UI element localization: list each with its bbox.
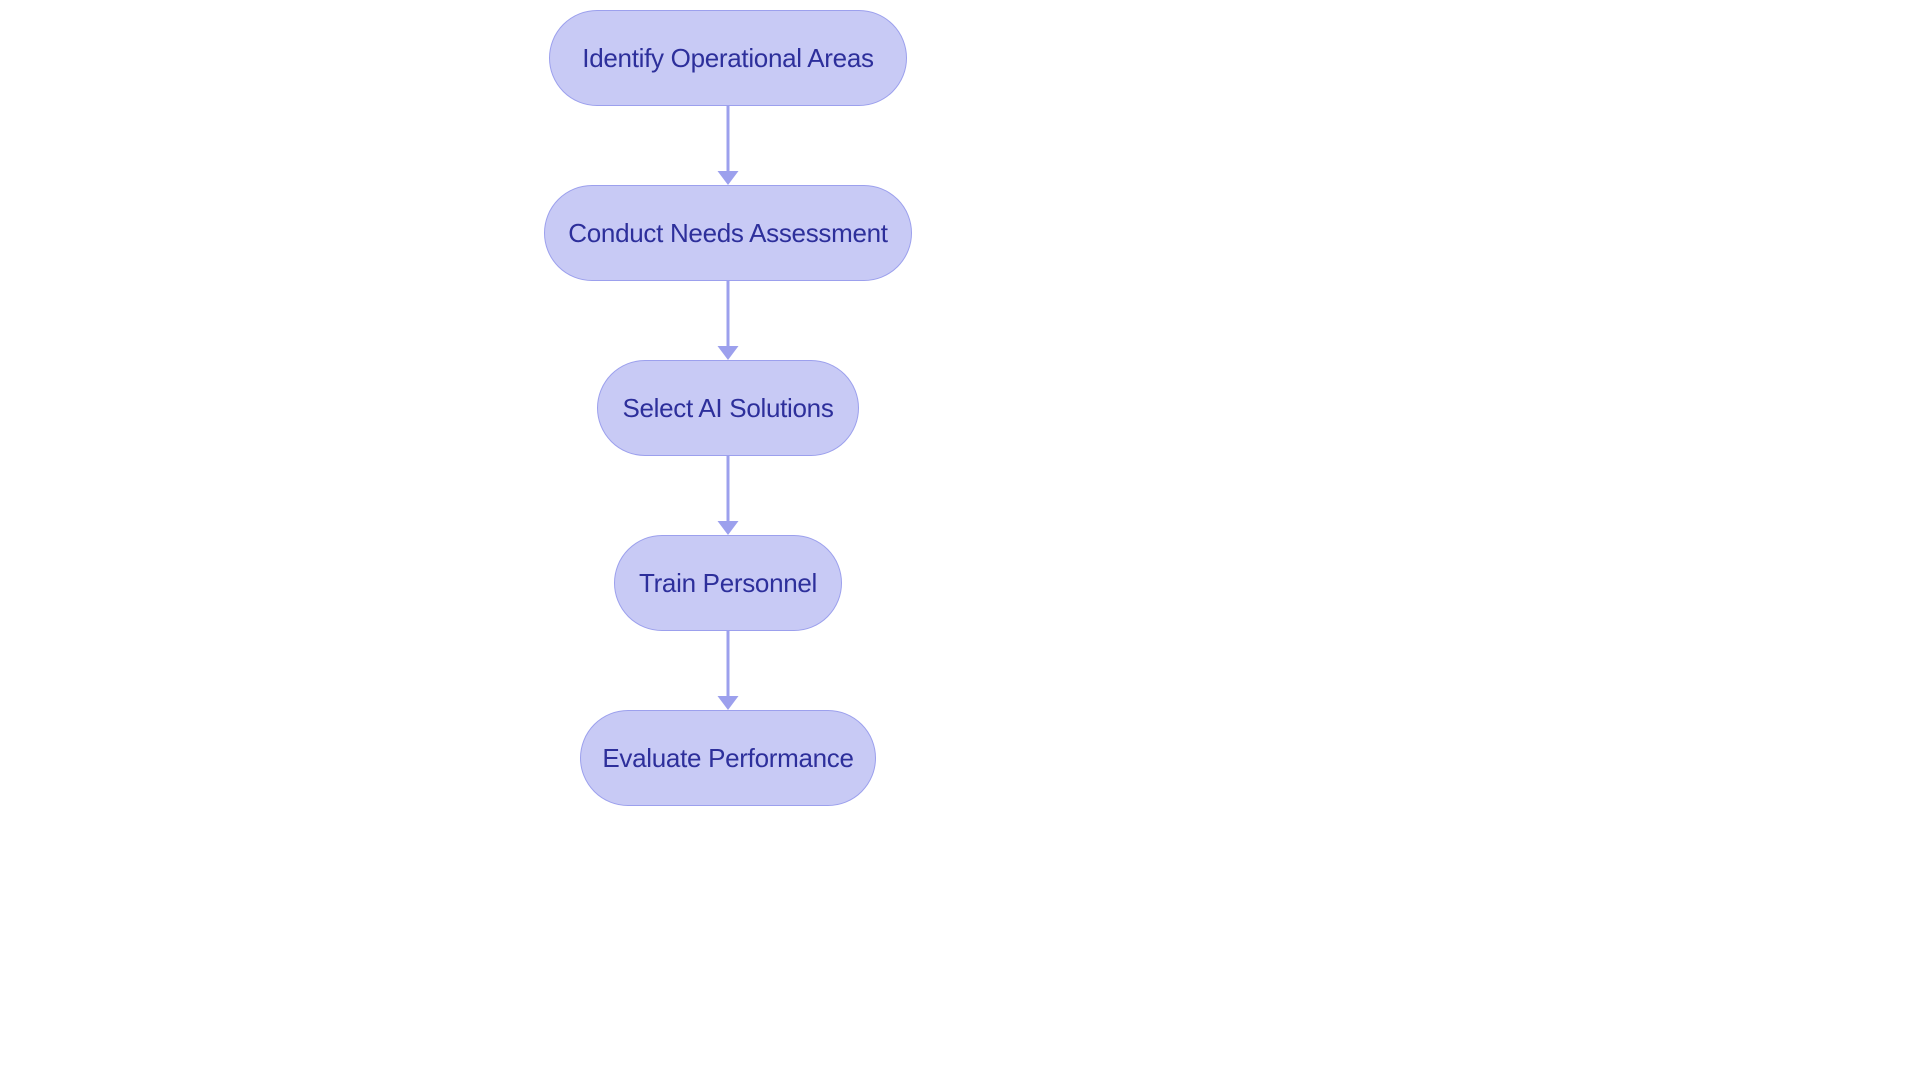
flow-edge-3 bbox=[712, 456, 744, 535]
flow-node-label: Evaluate Performance bbox=[602, 743, 853, 774]
flowchart-canvas: Identify Operational Areas Conduct Needs … bbox=[0, 0, 1920, 1083]
flow-node-3: Select AI Solutions bbox=[597, 360, 859, 456]
flow-edge-4 bbox=[712, 631, 744, 710]
flow-edge-2 bbox=[712, 281, 744, 360]
flow-edge-1 bbox=[712, 106, 744, 185]
flow-node-1: Identify Operational Areas bbox=[549, 10, 907, 106]
flow-node-label: Train Personnel bbox=[639, 568, 817, 599]
flow-node-label: Conduct Needs Assessment bbox=[568, 218, 887, 249]
flow-node-label: Identify Operational Areas bbox=[582, 43, 873, 74]
flow-node-4: Train Personnel bbox=[614, 535, 842, 631]
flow-node-2: Conduct Needs Assessment bbox=[544, 185, 912, 281]
flow-node-5: Evaluate Performance bbox=[580, 710, 876, 806]
flow-node-label: Select AI Solutions bbox=[622, 393, 833, 424]
